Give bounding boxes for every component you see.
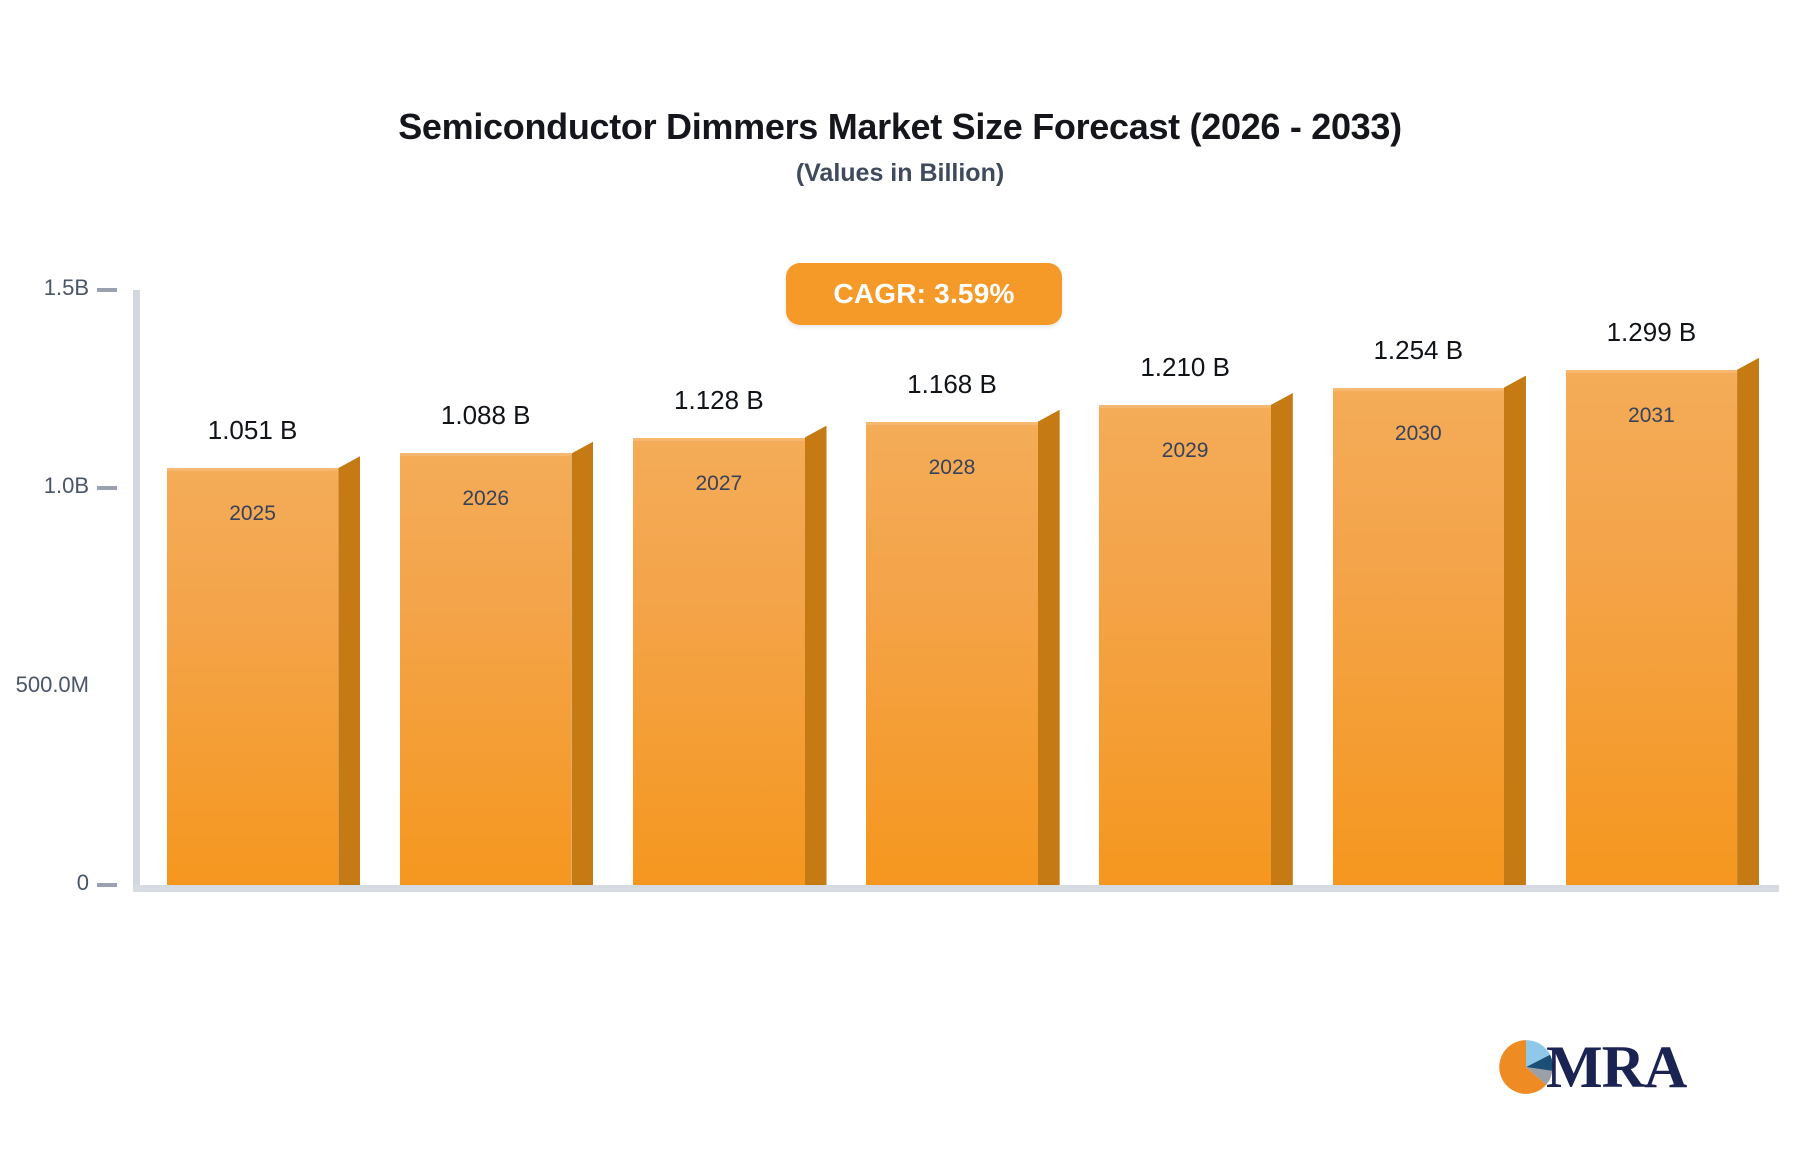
bar-side-face bbox=[1037, 409, 1060, 885]
y-axis-tick-mark bbox=[97, 288, 117, 292]
x-axis-line bbox=[133, 885, 1779, 892]
bar-2027[interactable]: 1.128 B 2027 bbox=[633, 385, 827, 885]
bar-2025[interactable]: 1.051 B 2025 bbox=[166, 415, 361, 885]
y-axis-tick-label: 500.0M bbox=[15, 671, 89, 697]
bar-front-face bbox=[1099, 405, 1271, 885]
bar-front-face bbox=[1332, 387, 1504, 885]
bar-side-face bbox=[1737, 357, 1760, 885]
x-axis-label: 2025 bbox=[229, 502, 276, 526]
bar-side-face bbox=[338, 456, 361, 885]
bar-2029[interactable]: 1.210 B 2029 bbox=[1099, 352, 1293, 885]
bar-top-edge bbox=[633, 437, 805, 441]
bar-top-edge bbox=[866, 421, 1038, 425]
bar-value-label: 1.051 B bbox=[207, 415, 298, 446]
y-axis-line bbox=[133, 290, 140, 885]
bar-front-face bbox=[866, 421, 1038, 885]
x-axis-label: 2028 bbox=[928, 455, 976, 479]
bar-top-edge bbox=[400, 453, 572, 457]
y-axis-tick-label: 0 bbox=[76, 870, 89, 895]
mra-logo: MRA bbox=[1498, 1033, 1698, 1101]
chart-subtitle: (Values in Billion) bbox=[795, 159, 1005, 188]
x-axis-label: 2027 bbox=[695, 471, 743, 495]
bar-front-face bbox=[1565, 369, 1738, 885]
title-block: Semiconductor Dimmers Market Size Foreca… bbox=[0, 106, 1800, 188]
bar-side-face bbox=[1503, 375, 1526, 885]
bar-value-label: 1.168 B bbox=[907, 368, 997, 399]
y-axis-tick-mark bbox=[97, 486, 117, 491]
bar-front-face bbox=[166, 468, 339, 885]
chart-title: Semiconductor Dimmers Market Size Foreca… bbox=[398, 106, 1402, 147]
bar-2030[interactable]: 1.254 B 2030 bbox=[1332, 335, 1526, 885]
x-axis-label: 2029 bbox=[1161, 439, 1209, 463]
bar-top-edge bbox=[1565, 369, 1738, 373]
bar-top-edge bbox=[1332, 387, 1504, 391]
pie-chart-logo-icon bbox=[1498, 1039, 1554, 1095]
bar-2031[interactable]: 1.299 B 2031 bbox=[1565, 317, 1760, 885]
cagr-badge-label: CAGR: 3.59% bbox=[833, 278, 1015, 309]
bar-side-face bbox=[571, 441, 594, 885]
bar-value-label: 1.299 B bbox=[1606, 316, 1697, 347]
bar-2028[interactable]: 1.168 B 2028 bbox=[866, 369, 1060, 885]
y-axis-tick-mark bbox=[97, 883, 117, 887]
bar-2026[interactable]: 1.088 B 2026 bbox=[400, 400, 594, 885]
bar-value-label: 1.128 B bbox=[674, 384, 764, 415]
x-axis-label: 2030 bbox=[1394, 421, 1442, 445]
bar-front-face bbox=[633, 437, 805, 885]
y-axis-tick-label: 1.5B bbox=[43, 275, 89, 300]
bar-value-label: 1.088 B bbox=[440, 400, 531, 431]
cagr-badge: CAGR: 3.59% bbox=[786, 263, 1062, 325]
bar-side-face bbox=[1270, 393, 1293, 885]
bar-value-label: 1.210 B bbox=[1140, 352, 1230, 383]
bar-side-face bbox=[804, 425, 827, 885]
x-axis-label: 2031 bbox=[1628, 403, 1675, 427]
logo-wordmark: MRA bbox=[1546, 1034, 1687, 1100]
bar-front-face bbox=[400, 453, 572, 885]
bar-top-edge bbox=[166, 468, 339, 472]
x-axis-label: 2026 bbox=[462, 487, 510, 511]
bar-value-label: 1.254 B bbox=[1373, 334, 1464, 365]
y-axis-tick-label: 1.0B bbox=[43, 473, 89, 499]
bar-top-edge bbox=[1099, 405, 1271, 409]
